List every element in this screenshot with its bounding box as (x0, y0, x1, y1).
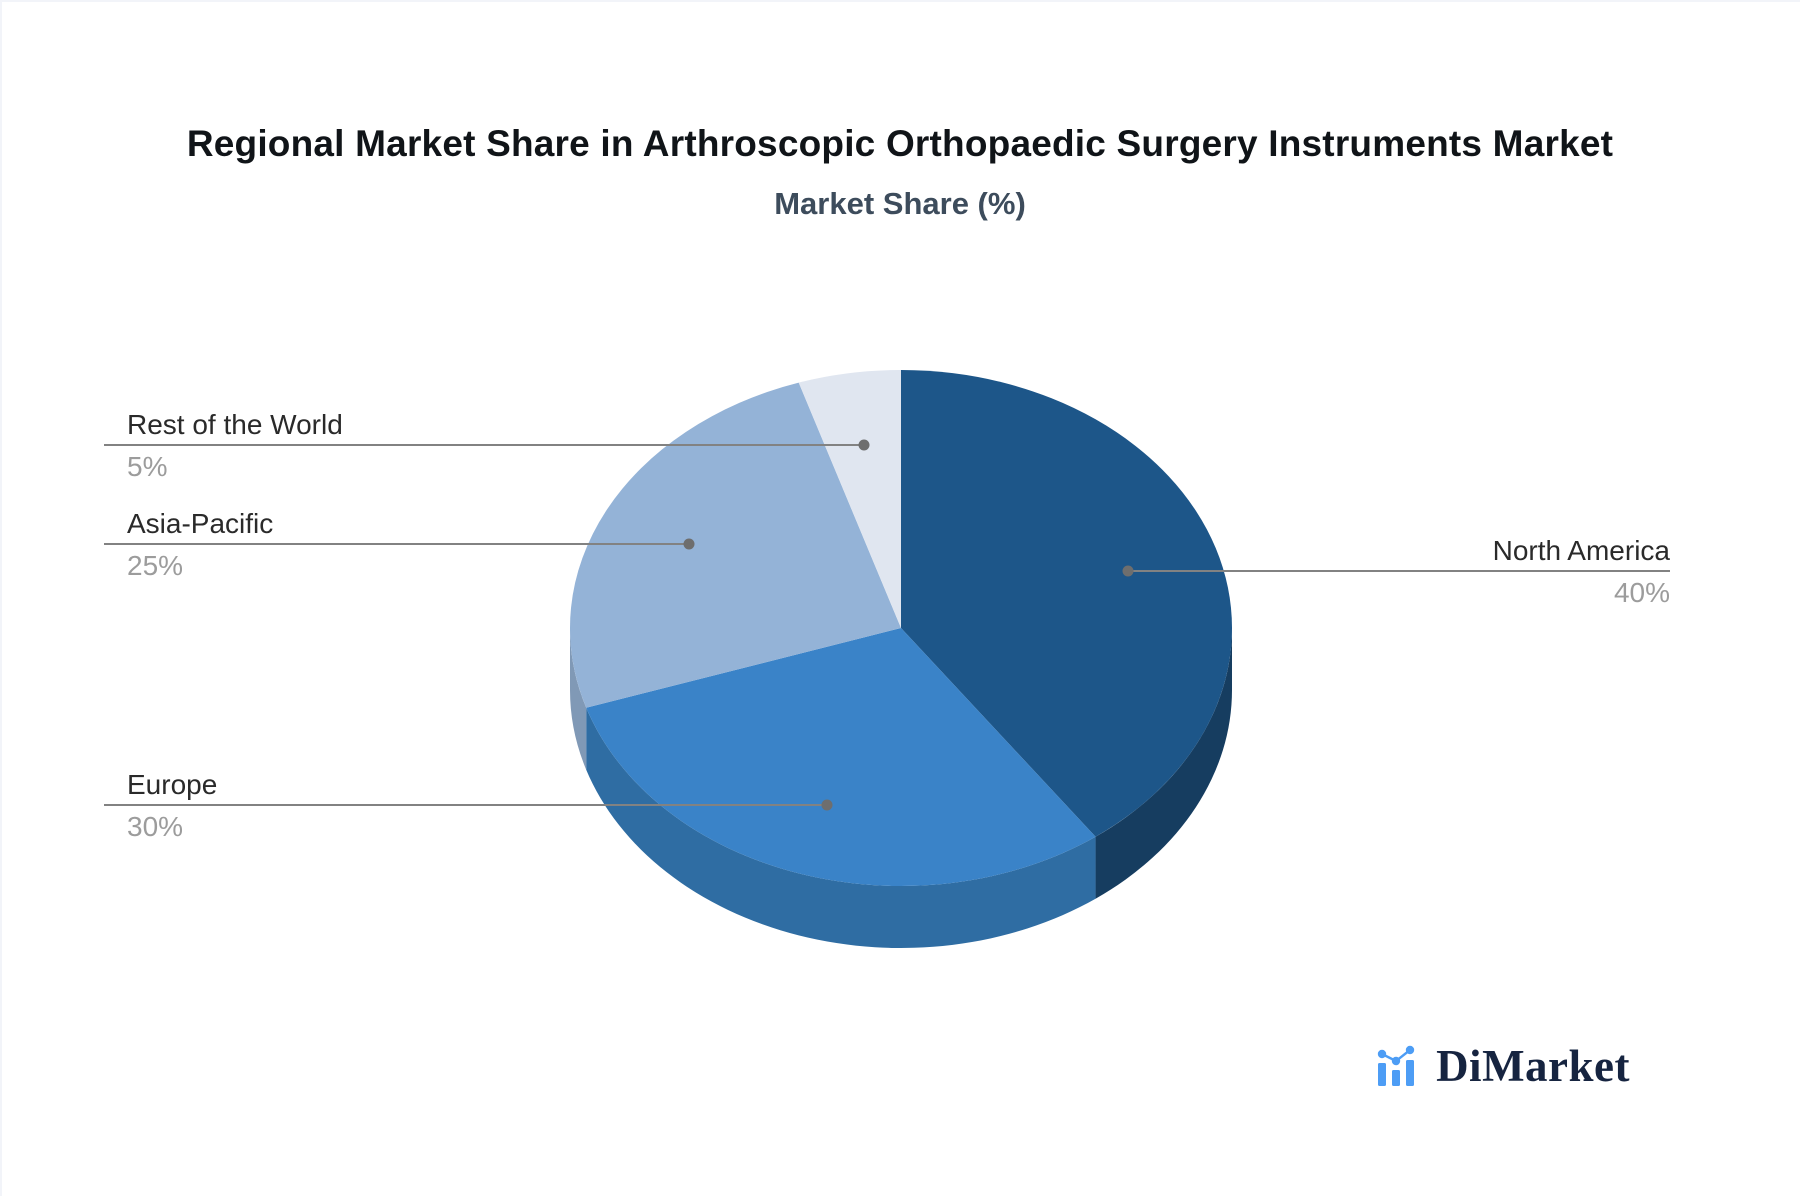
pie-slice-side-asia-pacific (570, 628, 587, 770)
chart-subtitle: Market Share (%) (774, 186, 1026, 221)
slice-label-value-europe: 30% (127, 811, 184, 842)
chart-title: Regional Market Share in Arthroscopic Or… (186, 123, 1614, 164)
slice-label-name-north-america: North America (1492, 535, 1670, 566)
slice-label-name-europe: Europe (127, 769, 218, 800)
leader-dot-europe (821, 799, 833, 811)
logo-text: DiMarket (1436, 1041, 1630, 1091)
pie-slice-north-america[interactable] (901, 370, 1232, 837)
pie-slice-side-north-america (1095, 628, 1232, 899)
dimarket-logo: DiMarket (1375, 1040, 1630, 1092)
slice-label-name-rest-of-the-world: Rest of the World (127, 409, 343, 440)
slice-label-value-north-america: 40% (1613, 577, 1670, 608)
slice-label-north-america: North America 40% (1493, 534, 1670, 610)
pie-slice-europe[interactable] (586, 628, 1096, 886)
pie-slice-side-europe (586, 707, 1096, 948)
leader-dot-rest-of-the-world (858, 439, 870, 451)
leader-dot-asia-pacific (683, 538, 695, 550)
slice-label-asia-pacific: Asia-Pacific 25% (127, 507, 273, 583)
pie-slice-rest-of-the-world[interactable] (798, 370, 901, 628)
slice-label-name-asia-pacific: Asia-Pacific (127, 508, 274, 539)
slice-label-europe: Europe 30% (127, 768, 217, 844)
slice-label-value-rest-of-the-world: 5% (127, 451, 168, 482)
bar-line-chart-icon (1377, 1045, 1415, 1086)
leader-dot-north-america (1122, 565, 1134, 577)
pie-slice-asia-pacific[interactable] (570, 382, 901, 708)
slice-label-rest-of-the-world: Rest of the World 5% (127, 408, 343, 484)
slice-label-value-asia-pacific: 25% (127, 550, 184, 581)
